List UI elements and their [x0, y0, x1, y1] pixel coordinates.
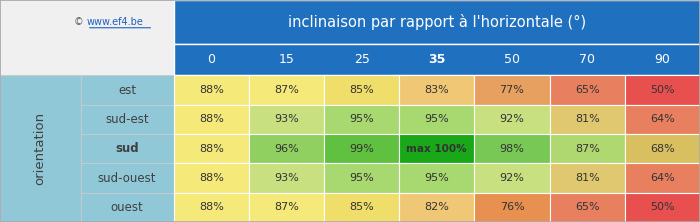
FancyBboxPatch shape	[0, 0, 174, 75]
FancyBboxPatch shape	[399, 163, 475, 193]
Text: ouest: ouest	[111, 201, 144, 214]
Text: est: est	[118, 84, 136, 97]
FancyBboxPatch shape	[80, 105, 174, 134]
FancyBboxPatch shape	[248, 105, 324, 134]
Text: 70: 70	[579, 54, 595, 66]
FancyBboxPatch shape	[550, 193, 625, 222]
Text: 87%: 87%	[274, 202, 299, 212]
FancyBboxPatch shape	[625, 134, 700, 163]
Text: 83%: 83%	[424, 85, 449, 95]
FancyBboxPatch shape	[399, 193, 475, 222]
FancyBboxPatch shape	[80, 134, 174, 163]
Text: 88%: 88%	[199, 173, 223, 183]
Text: 50: 50	[504, 54, 520, 66]
FancyBboxPatch shape	[550, 134, 625, 163]
Text: 95%: 95%	[424, 114, 449, 125]
Text: sud-ouest: sud-ouest	[98, 172, 156, 184]
FancyBboxPatch shape	[80, 163, 174, 193]
Text: 0: 0	[207, 54, 215, 66]
Text: 64%: 64%	[650, 173, 675, 183]
FancyBboxPatch shape	[248, 75, 324, 105]
FancyBboxPatch shape	[174, 193, 248, 222]
Text: 81%: 81%	[575, 114, 600, 125]
Text: 50%: 50%	[650, 202, 675, 212]
Text: 87%: 87%	[274, 85, 299, 95]
Text: 98%: 98%	[500, 144, 524, 154]
FancyBboxPatch shape	[174, 75, 248, 105]
Text: 68%: 68%	[650, 144, 675, 154]
FancyBboxPatch shape	[475, 163, 550, 193]
Text: 95%: 95%	[349, 114, 374, 125]
FancyBboxPatch shape	[324, 193, 399, 222]
Text: 81%: 81%	[575, 173, 600, 183]
FancyBboxPatch shape	[625, 193, 700, 222]
Text: 96%: 96%	[274, 144, 299, 154]
FancyBboxPatch shape	[550, 105, 625, 134]
Text: inclinaison par rapport à l'horizontale (°): inclinaison par rapport à l'horizontale …	[288, 14, 586, 30]
FancyBboxPatch shape	[248, 193, 324, 222]
FancyBboxPatch shape	[399, 134, 475, 163]
Text: max 100%: max 100%	[407, 144, 467, 154]
FancyBboxPatch shape	[625, 105, 700, 134]
Text: 85%: 85%	[349, 202, 374, 212]
Text: 50%: 50%	[650, 85, 675, 95]
FancyBboxPatch shape	[324, 75, 399, 105]
Text: 15: 15	[279, 54, 294, 66]
FancyBboxPatch shape	[80, 193, 174, 222]
Text: 25: 25	[354, 54, 370, 66]
FancyBboxPatch shape	[399, 105, 475, 134]
FancyBboxPatch shape	[80, 75, 174, 105]
Text: 88%: 88%	[199, 202, 223, 212]
FancyBboxPatch shape	[174, 163, 248, 193]
FancyBboxPatch shape	[174, 44, 700, 75]
FancyBboxPatch shape	[475, 134, 550, 163]
FancyBboxPatch shape	[475, 75, 550, 105]
Text: 92%: 92%	[500, 173, 524, 183]
FancyBboxPatch shape	[550, 75, 625, 105]
FancyBboxPatch shape	[324, 134, 399, 163]
Text: 35: 35	[428, 54, 445, 66]
FancyBboxPatch shape	[324, 163, 399, 193]
Text: 95%: 95%	[424, 173, 449, 183]
Text: 93%: 93%	[274, 173, 299, 183]
Text: 92%: 92%	[500, 114, 524, 125]
Text: 88%: 88%	[199, 85, 223, 95]
Text: 76%: 76%	[500, 202, 524, 212]
FancyBboxPatch shape	[399, 75, 475, 105]
FancyBboxPatch shape	[174, 134, 248, 163]
Text: 95%: 95%	[349, 173, 374, 183]
FancyBboxPatch shape	[248, 134, 324, 163]
Text: 77%: 77%	[500, 85, 524, 95]
FancyBboxPatch shape	[625, 163, 700, 193]
Text: ©: ©	[74, 17, 87, 27]
FancyBboxPatch shape	[0, 75, 80, 222]
FancyBboxPatch shape	[324, 105, 399, 134]
Text: 82%: 82%	[424, 202, 449, 212]
Text: 90: 90	[654, 54, 671, 66]
FancyBboxPatch shape	[174, 105, 248, 134]
Text: orientation: orientation	[34, 112, 47, 185]
Text: www.ef4.be: www.ef4.be	[87, 17, 144, 27]
Text: 93%: 93%	[274, 114, 299, 125]
Text: sud: sud	[116, 142, 139, 155]
FancyBboxPatch shape	[475, 105, 550, 134]
FancyBboxPatch shape	[550, 163, 625, 193]
Text: 99%: 99%	[349, 144, 374, 154]
Text: 64%: 64%	[650, 114, 675, 125]
FancyBboxPatch shape	[248, 163, 324, 193]
Text: 85%: 85%	[349, 85, 374, 95]
Text: 88%: 88%	[199, 114, 223, 125]
Text: sud-est: sud-est	[105, 113, 149, 126]
Text: 88%: 88%	[199, 144, 223, 154]
FancyBboxPatch shape	[475, 193, 550, 222]
Text: 65%: 65%	[575, 85, 599, 95]
Text: 87%: 87%	[575, 144, 600, 154]
FancyBboxPatch shape	[174, 0, 700, 44]
FancyBboxPatch shape	[625, 75, 700, 105]
Text: 65%: 65%	[575, 202, 599, 212]
